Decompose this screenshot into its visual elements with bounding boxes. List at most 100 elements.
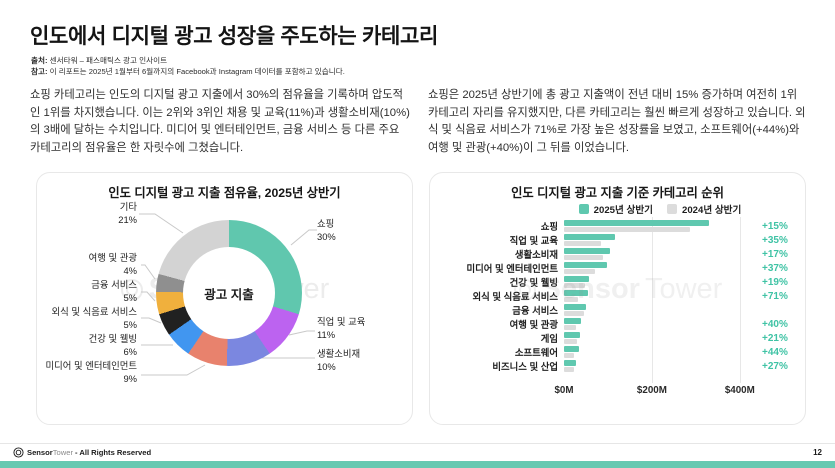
- bar-category-label: 생활소비재: [514, 249, 558, 260]
- bar-category-label: 여행 및 관광: [509, 319, 558, 330]
- bar-growth-label: +19%: [762, 276, 788, 288]
- bar-pair: [564, 289, 753, 303]
- bar-2025: [564, 220, 710, 226]
- bottom-accent-bar: [0, 461, 835, 468]
- left-paragraph: 쇼핑 카테고리는 인도의 디지털 광고 지출에서 30%의 점유율을 기록하며 …: [30, 89, 410, 154]
- bar-chart-card: 인도 디지털 광고 지출 기준 카테고리 순위 2025년 상반기 2024년 …: [429, 172, 806, 425]
- note-label: 참고:: [31, 67, 48, 76]
- bar-pair: [564, 317, 753, 331]
- gridline-400m: [739, 217, 741, 383]
- bar-row: 게임 +21%: [440, 331, 795, 345]
- bar-row: 생활소비재 +17%: [440, 247, 795, 261]
- legend-swatch-2024: [667, 204, 677, 214]
- bar-2025: [564, 262, 607, 268]
- brand-bold: Sensor: [27, 448, 53, 457]
- bar-row: 쇼핑 +15%: [440, 219, 795, 233]
- rights-text: - All Rights Reserved: [75, 448, 152, 457]
- bar-growth-label: +27%: [762, 360, 788, 372]
- bar-2024: [564, 241, 602, 246]
- bar-row: 외식 및 식음료 서비스 +71%: [440, 289, 795, 303]
- bar-rows: 쇼핑 +15% 직업 및 교육 +35% 생활소비재 +17% 미디어 및 엔터테인먼트 +3…: [440, 219, 795, 373]
- bar-pair: [564, 275, 753, 289]
- bar-pair: [564, 331, 753, 345]
- note-line: 참고: 이 리포트는 2025년 1월부터 6월까지의 Facebook과 In…: [31, 66, 345, 77]
- bar-2025: [564, 248, 610, 254]
- bar-2025: [564, 234, 615, 240]
- pie-label-media: 미디어 및 엔터테인먼트 9%: [45, 360, 137, 384]
- bar-pair: [564, 359, 753, 373]
- bar-growth-label: +71%: [762, 290, 788, 302]
- bar-category-label: 쇼핑: [540, 221, 558, 232]
- footer-brand: SensorTower - All Rights Reserved: [13, 447, 151, 458]
- footer: SensorTower - All Rights Reserved 12: [0, 444, 835, 461]
- bar-category-label: 금융 서비스: [512, 305, 558, 316]
- gridline-200m: [651, 217, 653, 383]
- page-title: 인도에서 디지털 광고 성장을 주도하는 카테고리: [30, 25, 439, 48]
- bar-chart-title: 인도 디지털 광고 지출 기준 카테고리 순위: [511, 186, 724, 200]
- legend-item-2025: 2025년 상반기: [578, 202, 653, 216]
- bar-growth-label: +15%: [762, 220, 788, 232]
- bar-row: 건강 및 웰빙 +19%: [440, 275, 795, 289]
- bar-row: 소프트웨어 +44%: [440, 345, 795, 359]
- pie-label-finance: 금융 서비스 5%: [91, 279, 137, 303]
- source-text: 센서타워 – 패스매틱스 광고 인사이트: [47, 56, 168, 65]
- bar-2024: [564, 297, 579, 302]
- x-axis-tick: $400M: [724, 385, 755, 396]
- bar-growth-label: +17%: [762, 248, 788, 260]
- legend-swatch-2025: [578, 204, 589, 214]
- bar-category-label: 게임: [540, 333, 558, 344]
- bar-2025: [564, 304, 586, 310]
- bar-growth-label: +40%: [762, 318, 788, 330]
- bar-row: 금융 서비스: [440, 303, 795, 317]
- note-text: 이 리포트는 2025년 1월부터 6월까지의 Facebook과 Instag…: [47, 67, 345, 76]
- bar-growth-label: +37%: [762, 262, 788, 274]
- bar-category-label: 비즈니스 및 산업: [492, 361, 558, 372]
- bar-2024: [564, 269, 596, 274]
- bar-pair: [564, 303, 753, 317]
- brand-light: Tower: [52, 448, 74, 457]
- bar-category-label: 외식 및 식음료 서비스: [472, 291, 558, 302]
- bar-growth-label: +44%: [762, 346, 788, 358]
- bar-2024: [564, 283, 585, 288]
- bar-pair: [564, 247, 753, 261]
- sensortower-logo-icon: [13, 447, 24, 458]
- bar-chart-legend: 2025년 상반기 2024년 상반기: [566, 202, 754, 216]
- bar-category-label: 소프트웨어: [514, 347, 558, 358]
- pie-label-education: 직업 및 교육 11%: [317, 316, 366, 340]
- bar-2024: [564, 255, 604, 260]
- x-axis-ticks: $0M $200M $400M: [440, 385, 797, 399]
- bar-growth-label: +21%: [762, 332, 788, 344]
- donut-chart-card: 인도 디지털 광고 지출 점유율, 2025년 상반기 SensorTower …: [36, 172, 413, 425]
- legend-item-2024: 2024년 상반기: [667, 202, 741, 216]
- bar-2025: [564, 318, 582, 324]
- pie-label-cpg: 생활소비재 10%: [317, 348, 361, 372]
- donut-hole: 광고 지출: [183, 247, 275, 339]
- bar-2024: [564, 227, 691, 232]
- bar-row: 여행 및 관광 +40%: [440, 317, 795, 331]
- x-axis-tick: $200M: [636, 385, 667, 396]
- bar-pair: [564, 219, 753, 233]
- bar-2025: [564, 290, 589, 296]
- bar-2024: [564, 325, 577, 330]
- bar-pair: [564, 233, 753, 247]
- bar-row: 미디어 및 엔터테인먼트 +37%: [440, 261, 795, 275]
- right-paragraph: 쇼핑은 2025년 상반기에 총 광고 지출액이 전년 대비 15% 증가하며 …: [428, 89, 806, 154]
- bar-2025: [564, 346, 579, 352]
- bar-category-label: 직업 및 교육: [509, 235, 558, 246]
- bar-category-label: 건강 및 웰빙: [509, 277, 558, 288]
- bar-2024: [564, 353, 575, 358]
- pie-label-travel: 여행 및 관광 4%: [88, 252, 137, 276]
- bar-row: 직업 및 교육 +35%: [440, 233, 795, 247]
- source-label: 출처:: [31, 56, 48, 65]
- bar-pair: [564, 261, 753, 275]
- bar-pair: [564, 345, 753, 359]
- pie-label-dining: 외식 및 식음료 서비스 5%: [51, 306, 137, 330]
- donut-chart-title: 인도 디지털 광고 지출 점유율, 2025년 상반기: [108, 186, 341, 200]
- bar-row: 비즈니스 및 산업 +27%: [440, 359, 795, 373]
- pie-label-shopping: 쇼핑 30%: [317, 218, 336, 242]
- bar-2024: [564, 367, 574, 372]
- pie-label-etc: 기타 21%: [118, 201, 137, 225]
- bar-2025: [564, 276, 589, 282]
- footer-divider: [0, 443, 835, 444]
